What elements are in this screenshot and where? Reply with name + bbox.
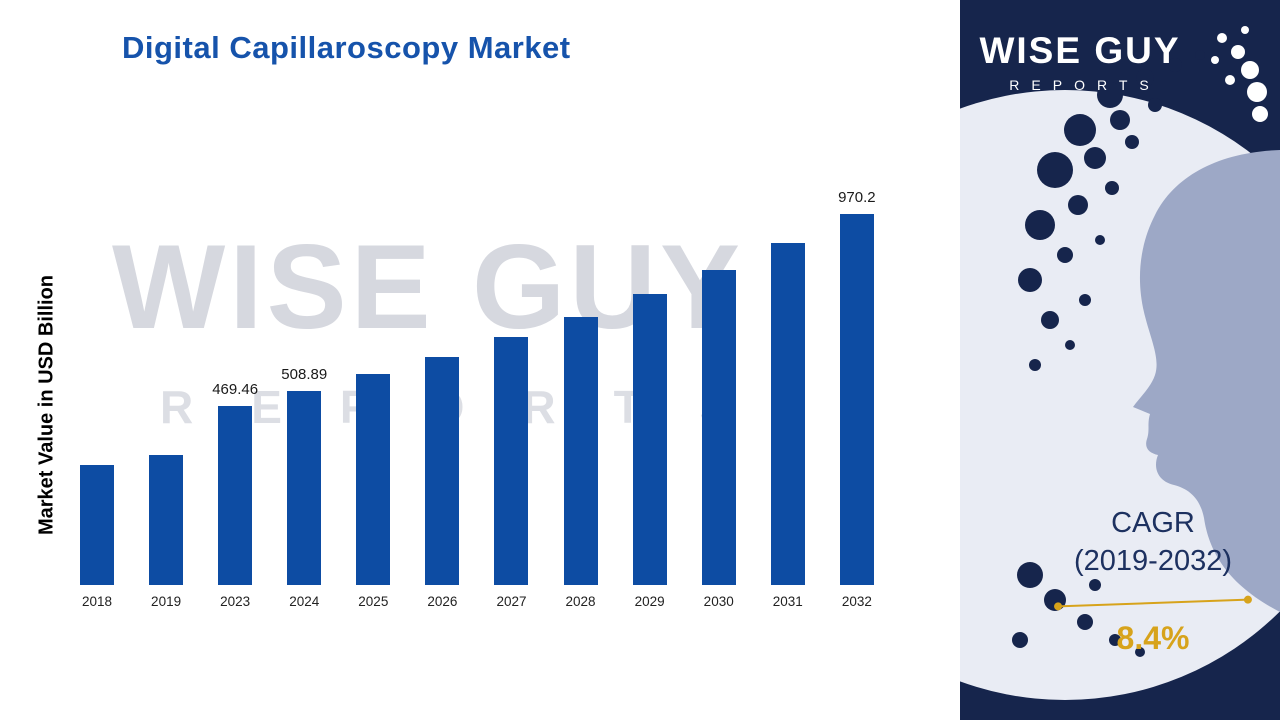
x-axis-tick-label: 2023 <box>220 594 251 609</box>
bar <box>287 390 322 585</box>
bar-group: 2027 <box>494 203 529 609</box>
bar <box>494 337 529 585</box>
bar-group: 2018 <box>80 203 114 609</box>
bar <box>356 374 391 585</box>
bar-group: 2029 <box>632 203 667 609</box>
bar-group: 2026 <box>425 203 460 609</box>
bar-group: 508.89 2024 <box>281 203 327 609</box>
cagr-block: CAGR (2019-2032) 8.4% <box>1038 505 1268 657</box>
y-axis-label: Market Value in USD Billion <box>35 274 58 536</box>
x-axis-tick-label: 2028 <box>565 594 596 609</box>
x-axis-tick-label: 2025 <box>358 594 389 609</box>
x-axis-tick-label: 2027 <box>496 594 527 609</box>
brand-subname: REPORTS <box>1009 77 1161 93</box>
x-axis-tick-label: 2031 <box>772 594 803 609</box>
page-title: Digital Capillaroscopy Market <box>122 30 571 65</box>
bar-group: 2025 <box>356 203 391 609</box>
bar-group: 2019 <box>149 203 184 609</box>
bar <box>425 356 460 585</box>
cagr-range: (2019-2032) <box>1074 544 1232 577</box>
brand-name: WISE GUY <box>979 30 1181 71</box>
bar <box>218 405 253 585</box>
cagr-value: 8.4% <box>1116 620 1190 657</box>
brand-logo: WISE GUY REPORTS <box>960 30 1200 93</box>
cagr-label: CAGR <box>1111 507 1195 539</box>
x-axis-tick-label: 2019 <box>151 594 182 609</box>
bar <box>80 465 114 585</box>
x-axis-tick-label: 2032 <box>841 594 872 609</box>
x-axis-tick-label: 2018 <box>81 594 113 609</box>
bar-group: 2030 <box>701 203 736 609</box>
bar-value-label: 508.89 <box>281 365 328 383</box>
bar <box>770 243 805 585</box>
bar-group: 2031 <box>770 203 805 609</box>
x-axis-tick-label: 2026 <box>427 594 458 609</box>
plot-area: 2018 2019 469.46 2023 508.89 2024 2025 2026 2027… <box>80 189 876 609</box>
bar <box>701 269 736 585</box>
x-axis-tick-label: 2030 <box>703 594 734 609</box>
cagr-underline <box>1058 599 1248 608</box>
bar-group: 970.2 2032 <box>838 189 876 609</box>
bar-group: 2028 <box>563 203 598 609</box>
face-silhouette-icon <box>1133 150 1280 612</box>
bar <box>563 316 598 585</box>
bar-value-label: 469.46 <box>212 380 259 398</box>
x-axis-tick-label: 2024 <box>289 594 320 609</box>
bar <box>632 294 667 585</box>
bar <box>839 214 874 585</box>
bar-group: 469.46 2023 <box>212 203 258 609</box>
x-axis-tick-label: 2029 <box>634 594 665 609</box>
bar <box>149 455 184 585</box>
bar-value-label: 970.2 <box>838 189 876 207</box>
logo-face-dots-icon <box>1211 26 1268 122</box>
